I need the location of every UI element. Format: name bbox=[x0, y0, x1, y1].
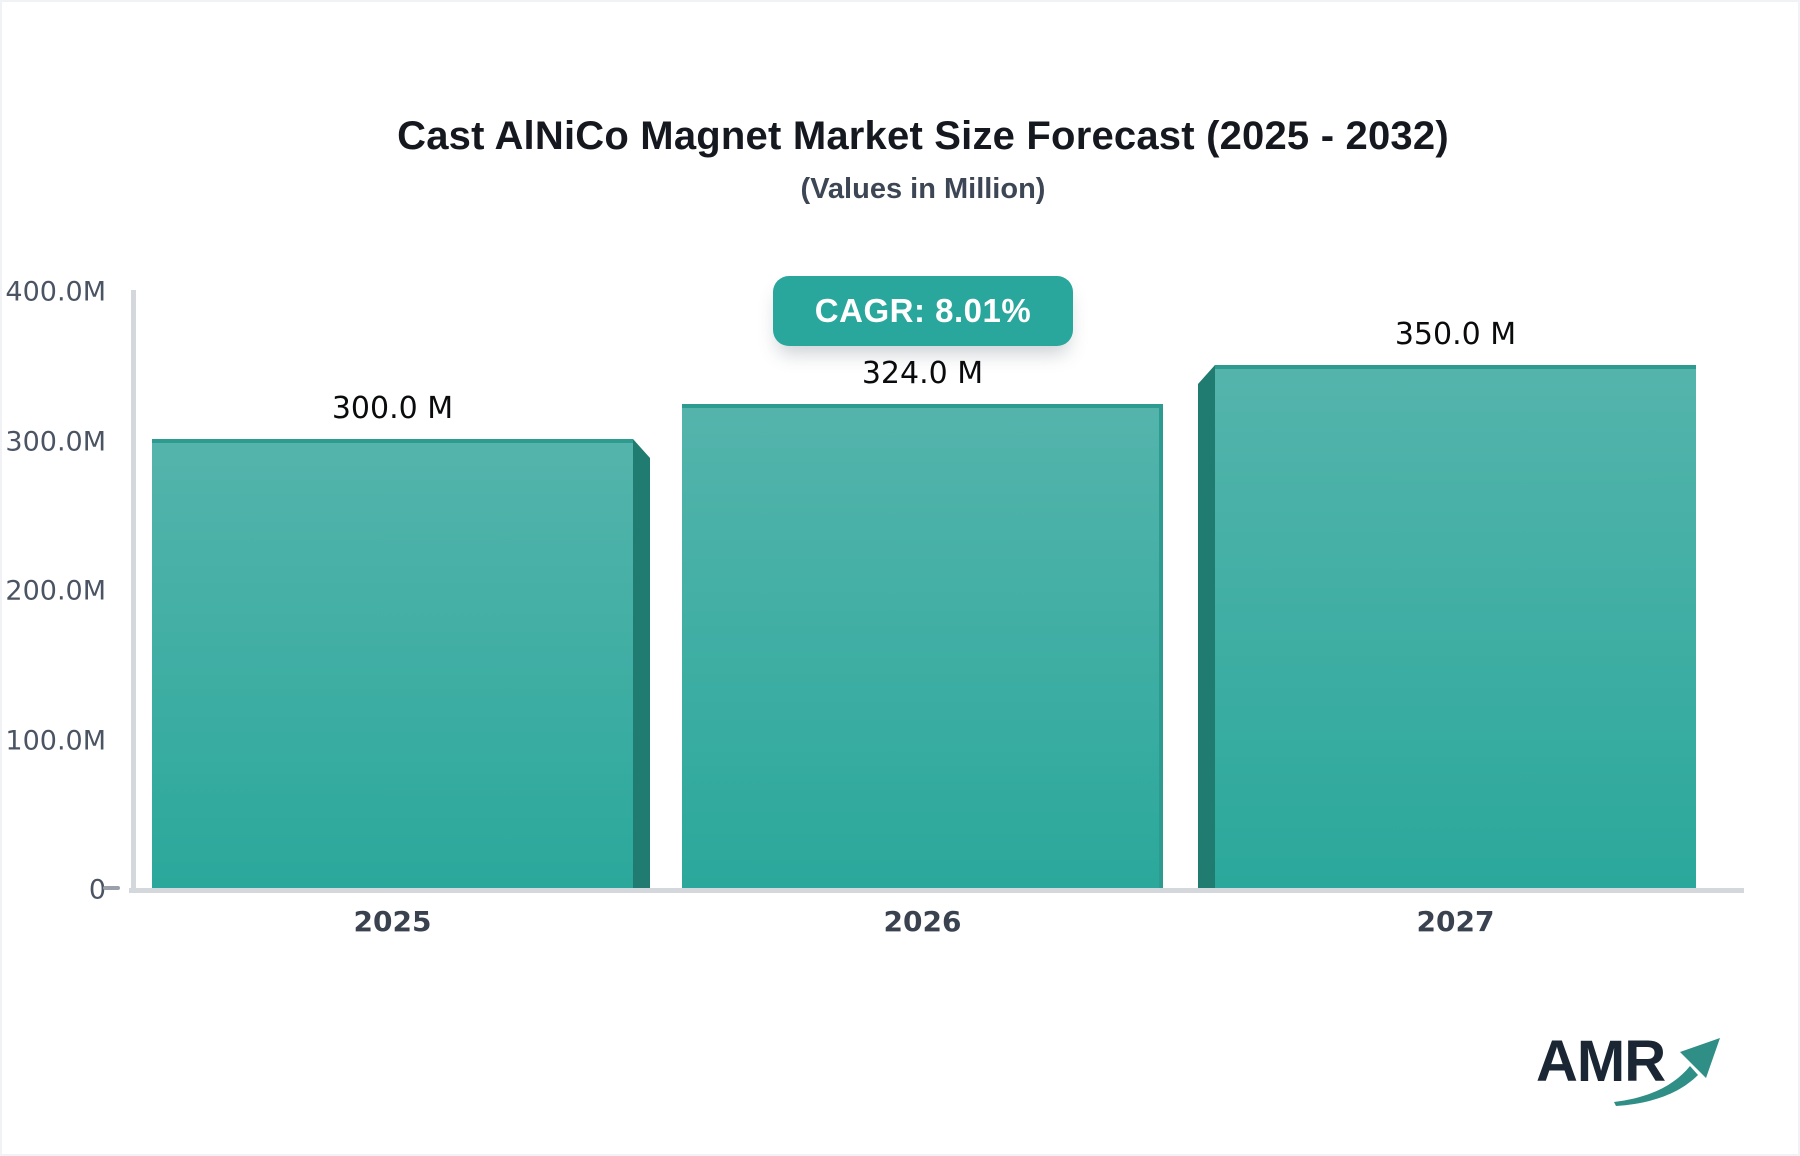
bar-side-3d bbox=[633, 439, 650, 888]
x-tick-label: 2025 bbox=[353, 905, 432, 938]
y-tick-label: 100.0M bbox=[5, 725, 106, 756]
bar-side-3d bbox=[1198, 365, 1215, 888]
amr-logo: AMR bbox=[1530, 1026, 1720, 1116]
chart-header: Cast AlNiCo Magnet Market Size Forecast … bbox=[25, 112, 1798, 346]
bar-value-label: 350.0 M bbox=[1394, 317, 1517, 352]
bar-value-label: 324.0 M bbox=[861, 356, 984, 391]
y-tick-label: 300.0M bbox=[5, 426, 106, 457]
x-tick-label: 2026 bbox=[883, 905, 962, 938]
zero-tick-dash bbox=[103, 886, 120, 890]
cagr-badge-label: CAGR: 8.01% bbox=[814, 292, 1032, 329]
amr-logo-text: AMR bbox=[1536, 1029, 1666, 1094]
bar bbox=[1215, 365, 1696, 888]
chart-title: Cast AlNiCo Magnet Market Size Forecast … bbox=[397, 114, 1449, 158]
y-axis-line bbox=[131, 290, 136, 893]
chart-subtitle: (Values in Million) bbox=[800, 173, 1046, 205]
bar bbox=[152, 439, 633, 888]
bar bbox=[682, 404, 1163, 888]
y-tick-label: 0 bbox=[88, 874, 106, 906]
x-tick-label: 2027 bbox=[1416, 905, 1495, 938]
y-tick-label: 200.0M bbox=[5, 575, 106, 607]
y-tick-label: 400.0M bbox=[5, 276, 106, 308]
amr-logo-arrow-icon bbox=[1614, 1038, 1720, 1106]
x-axis-line bbox=[129, 888, 1744, 893]
bar-value-label: 300.0 M bbox=[331, 391, 454, 426]
cagr-badge: CAGR: 8.01% bbox=[772, 276, 1074, 346]
